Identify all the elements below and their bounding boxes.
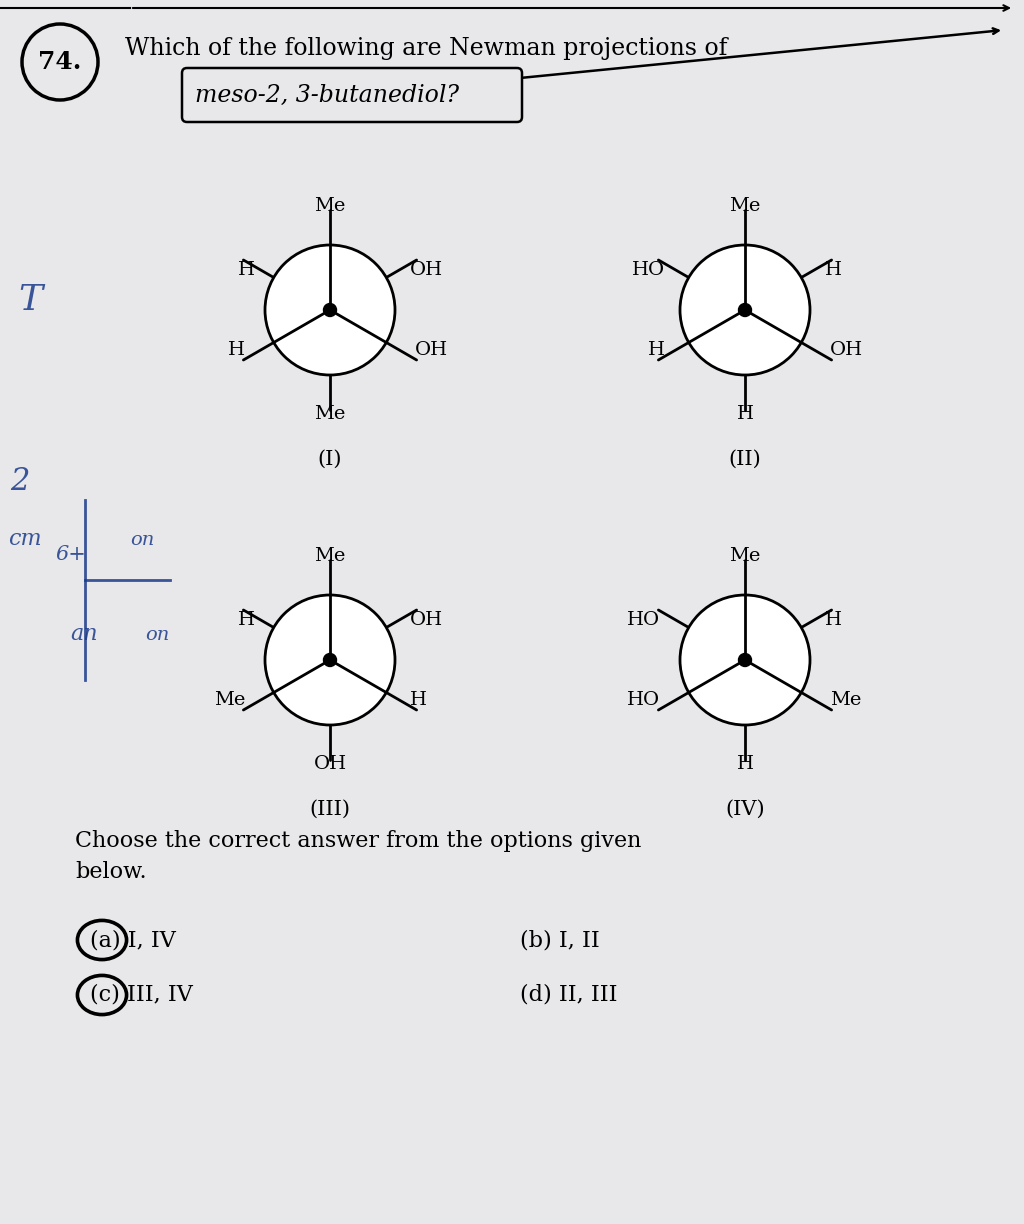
Text: (IV): (IV)	[725, 800, 765, 819]
Text: cm: cm	[8, 528, 42, 550]
Text: H: H	[238, 611, 255, 629]
Text: on: on	[130, 531, 155, 550]
Text: Which of the following are Newman projections of: Which of the following are Newman projec…	[125, 37, 727, 60]
Text: H: H	[410, 692, 427, 709]
Text: an: an	[70, 623, 97, 645]
Text: (II): (II)	[729, 450, 762, 469]
Circle shape	[324, 654, 337, 667]
Text: OH: OH	[410, 261, 443, 279]
Text: OH: OH	[830, 341, 863, 359]
Text: Choose the correct answer from the options given
below.: Choose the correct answer from the optio…	[75, 830, 641, 883]
Text: Me: Me	[729, 547, 761, 565]
Circle shape	[738, 654, 752, 667]
Circle shape	[738, 304, 752, 317]
Text: on: on	[145, 625, 169, 644]
Circle shape	[265, 595, 395, 725]
Text: HO: HO	[632, 261, 665, 279]
Text: H: H	[736, 755, 754, 774]
Circle shape	[680, 245, 810, 375]
Text: 74.: 74.	[38, 50, 82, 73]
Text: Me: Me	[314, 405, 346, 424]
Circle shape	[680, 595, 810, 725]
Text: Me: Me	[214, 692, 245, 709]
Text: H: H	[238, 261, 255, 279]
Text: H: H	[228, 341, 245, 359]
Text: Me: Me	[314, 547, 346, 565]
Text: Me: Me	[729, 197, 761, 215]
Text: 2: 2	[10, 466, 30, 497]
Text: H: H	[825, 261, 842, 279]
Circle shape	[265, 245, 395, 375]
Text: (a) I, IV: (a) I, IV	[90, 929, 176, 951]
Text: H: H	[648, 341, 665, 359]
Text: HO: HO	[627, 611, 660, 629]
Text: OH: OH	[415, 341, 449, 359]
Text: H: H	[736, 405, 754, 424]
Text: OH: OH	[313, 755, 346, 774]
Text: H: H	[825, 611, 842, 629]
Text: (d) II, III: (d) II, III	[520, 984, 617, 1006]
Text: 6+: 6+	[55, 545, 86, 564]
Text: (III): (III)	[309, 800, 350, 819]
Text: Me: Me	[314, 197, 346, 215]
Text: HO: HO	[627, 692, 660, 709]
Text: (b) I, II: (b) I, II	[520, 929, 600, 951]
Text: OH: OH	[410, 611, 443, 629]
Text: (c) III, IV: (c) III, IV	[90, 984, 193, 1006]
Text: Me: Me	[830, 692, 861, 709]
Text: T: T	[18, 283, 42, 317]
Circle shape	[324, 304, 337, 317]
Text: (I): (I)	[317, 450, 342, 469]
Text: meso-2, 3-butanediol?: meso-2, 3-butanediol?	[195, 83, 459, 106]
